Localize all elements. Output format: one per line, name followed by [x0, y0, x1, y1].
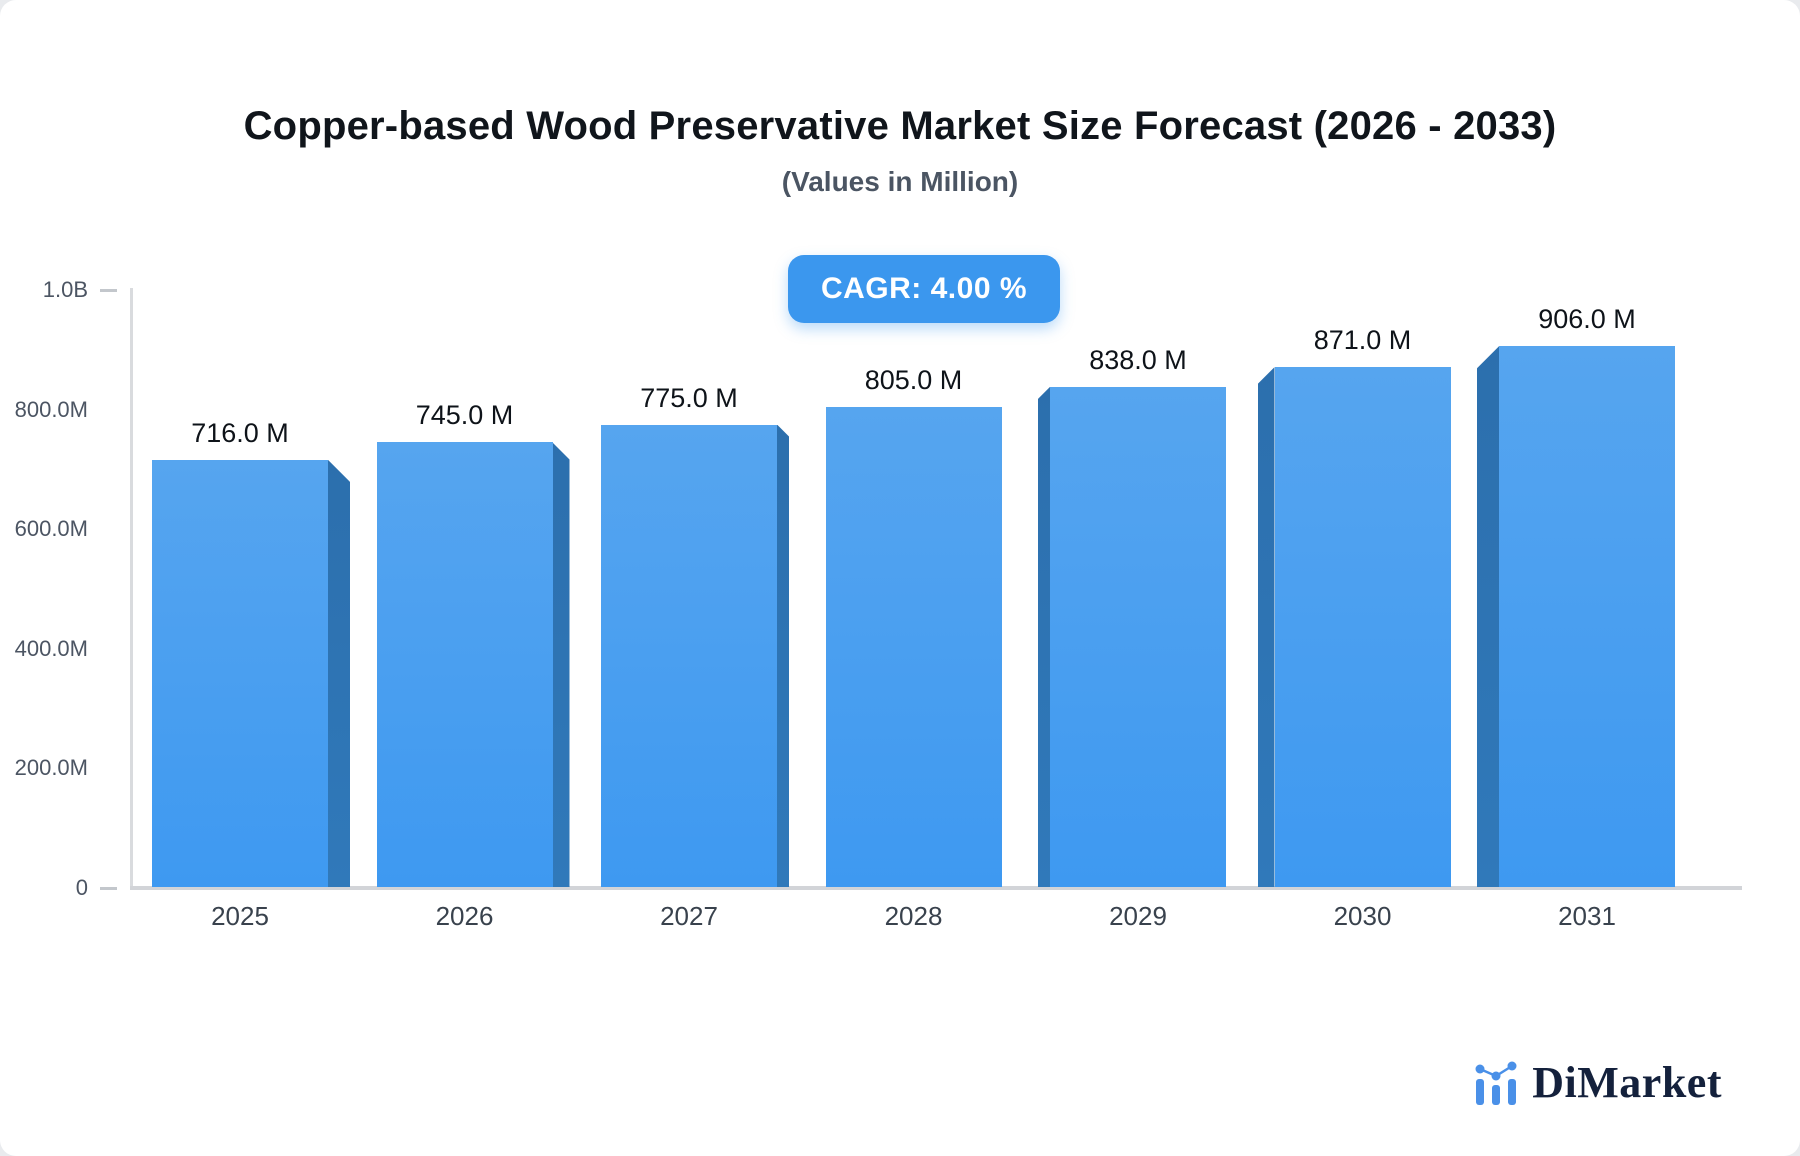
bar	[1274, 367, 1451, 887]
bar-value-label: 745.0 M	[415, 400, 514, 431]
bar-value-label: 906.0 M	[1538, 304, 1636, 335]
bar-3d-side	[552, 442, 570, 887]
bar-value-label: 775.0 M	[640, 382, 738, 413]
y-axis-tick-mark	[100, 289, 117, 292]
bar	[1050, 386, 1226, 887]
x-axis-category-label: 2025	[211, 901, 269, 931]
chart-title: Copper-based Wood Preservative Market Si…	[243, 104, 1557, 148]
bar-value-label: 871.0 M	[1313, 325, 1412, 356]
y-axis-tick-label: 0	[75, 875, 88, 900]
bar	[376, 442, 553, 887]
y-axis-tick-label: 400.0M	[14, 635, 88, 661]
bar-3d-side	[777, 424, 789, 887]
y-axis-line	[130, 288, 133, 889]
x-axis-line	[130, 886, 1742, 890]
y-axis-tick-label: 600.0M	[14, 516, 88, 542]
y-axis-tick-label: 1.0B	[42, 277, 88, 302]
bar	[825, 406, 1002, 887]
y-axis-tick-mark	[100, 887, 117, 890]
x-axis-category-label: 2030	[1333, 901, 1392, 931]
bar-3d-side	[1477, 346, 1499, 887]
x-axis-category-label: 2027	[660, 901, 718, 931]
y-axis-tick-label: 200.0M	[14, 755, 88, 781]
cagr-badge: CAGR: 4.00 %	[788, 255, 1060, 323]
x-axis-category-label: 2028	[884, 901, 943, 931]
bar-3d-side	[1038, 386, 1050, 887]
bar-value-label: 838.0 M	[1089, 344, 1187, 375]
cagr-badge-label: CAGR: 4.00 %	[820, 272, 1028, 305]
brand-logo: DiMarket	[1475, 1057, 1722, 1108]
bar-3d-side	[328, 459, 350, 887]
bar-value-label: 716.0 M	[191, 417, 289, 448]
bar-3d-side	[1257, 367, 1275, 887]
x-axis-category-label: 2026	[435, 901, 494, 931]
x-axis-category-label: 2029	[1109, 901, 1167, 931]
bar-value-label: 805.0 M	[864, 364, 963, 395]
bar-chart-logo-icon	[1475, 1061, 1517, 1105]
bar	[1499, 346, 1675, 887]
x-axis-category-label: 2031	[1558, 901, 1616, 931]
bar	[152, 459, 328, 887]
y-axis-tick-label: 800.0M	[14, 396, 88, 422]
bar	[601, 424, 777, 887]
chart-subtitle: (Values in Million)	[781, 166, 1019, 197]
brand-name: DiMarket	[1532, 1058, 1722, 1107]
